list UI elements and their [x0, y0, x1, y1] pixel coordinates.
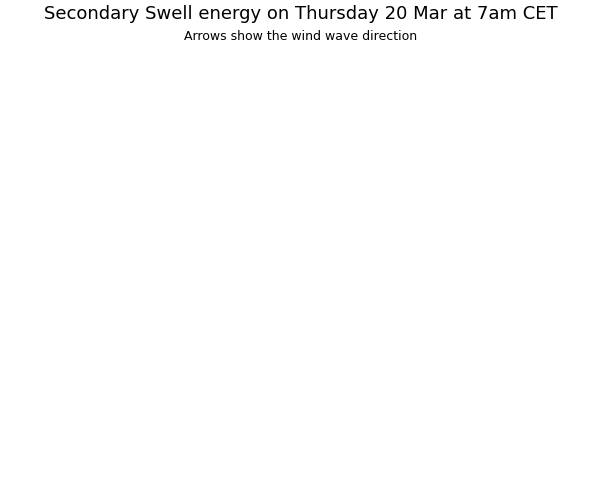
Text: cartopy not available: cartopy not available — [227, 270, 374, 284]
Text: Secondary Swell energy on Thursday 20 Mar at 7am CET: Secondary Swell energy on Thursday 20 Ma… — [44, 5, 557, 23]
Text: Arrows show the wind wave direction: Arrows show the wind wave direction — [184, 30, 417, 42]
